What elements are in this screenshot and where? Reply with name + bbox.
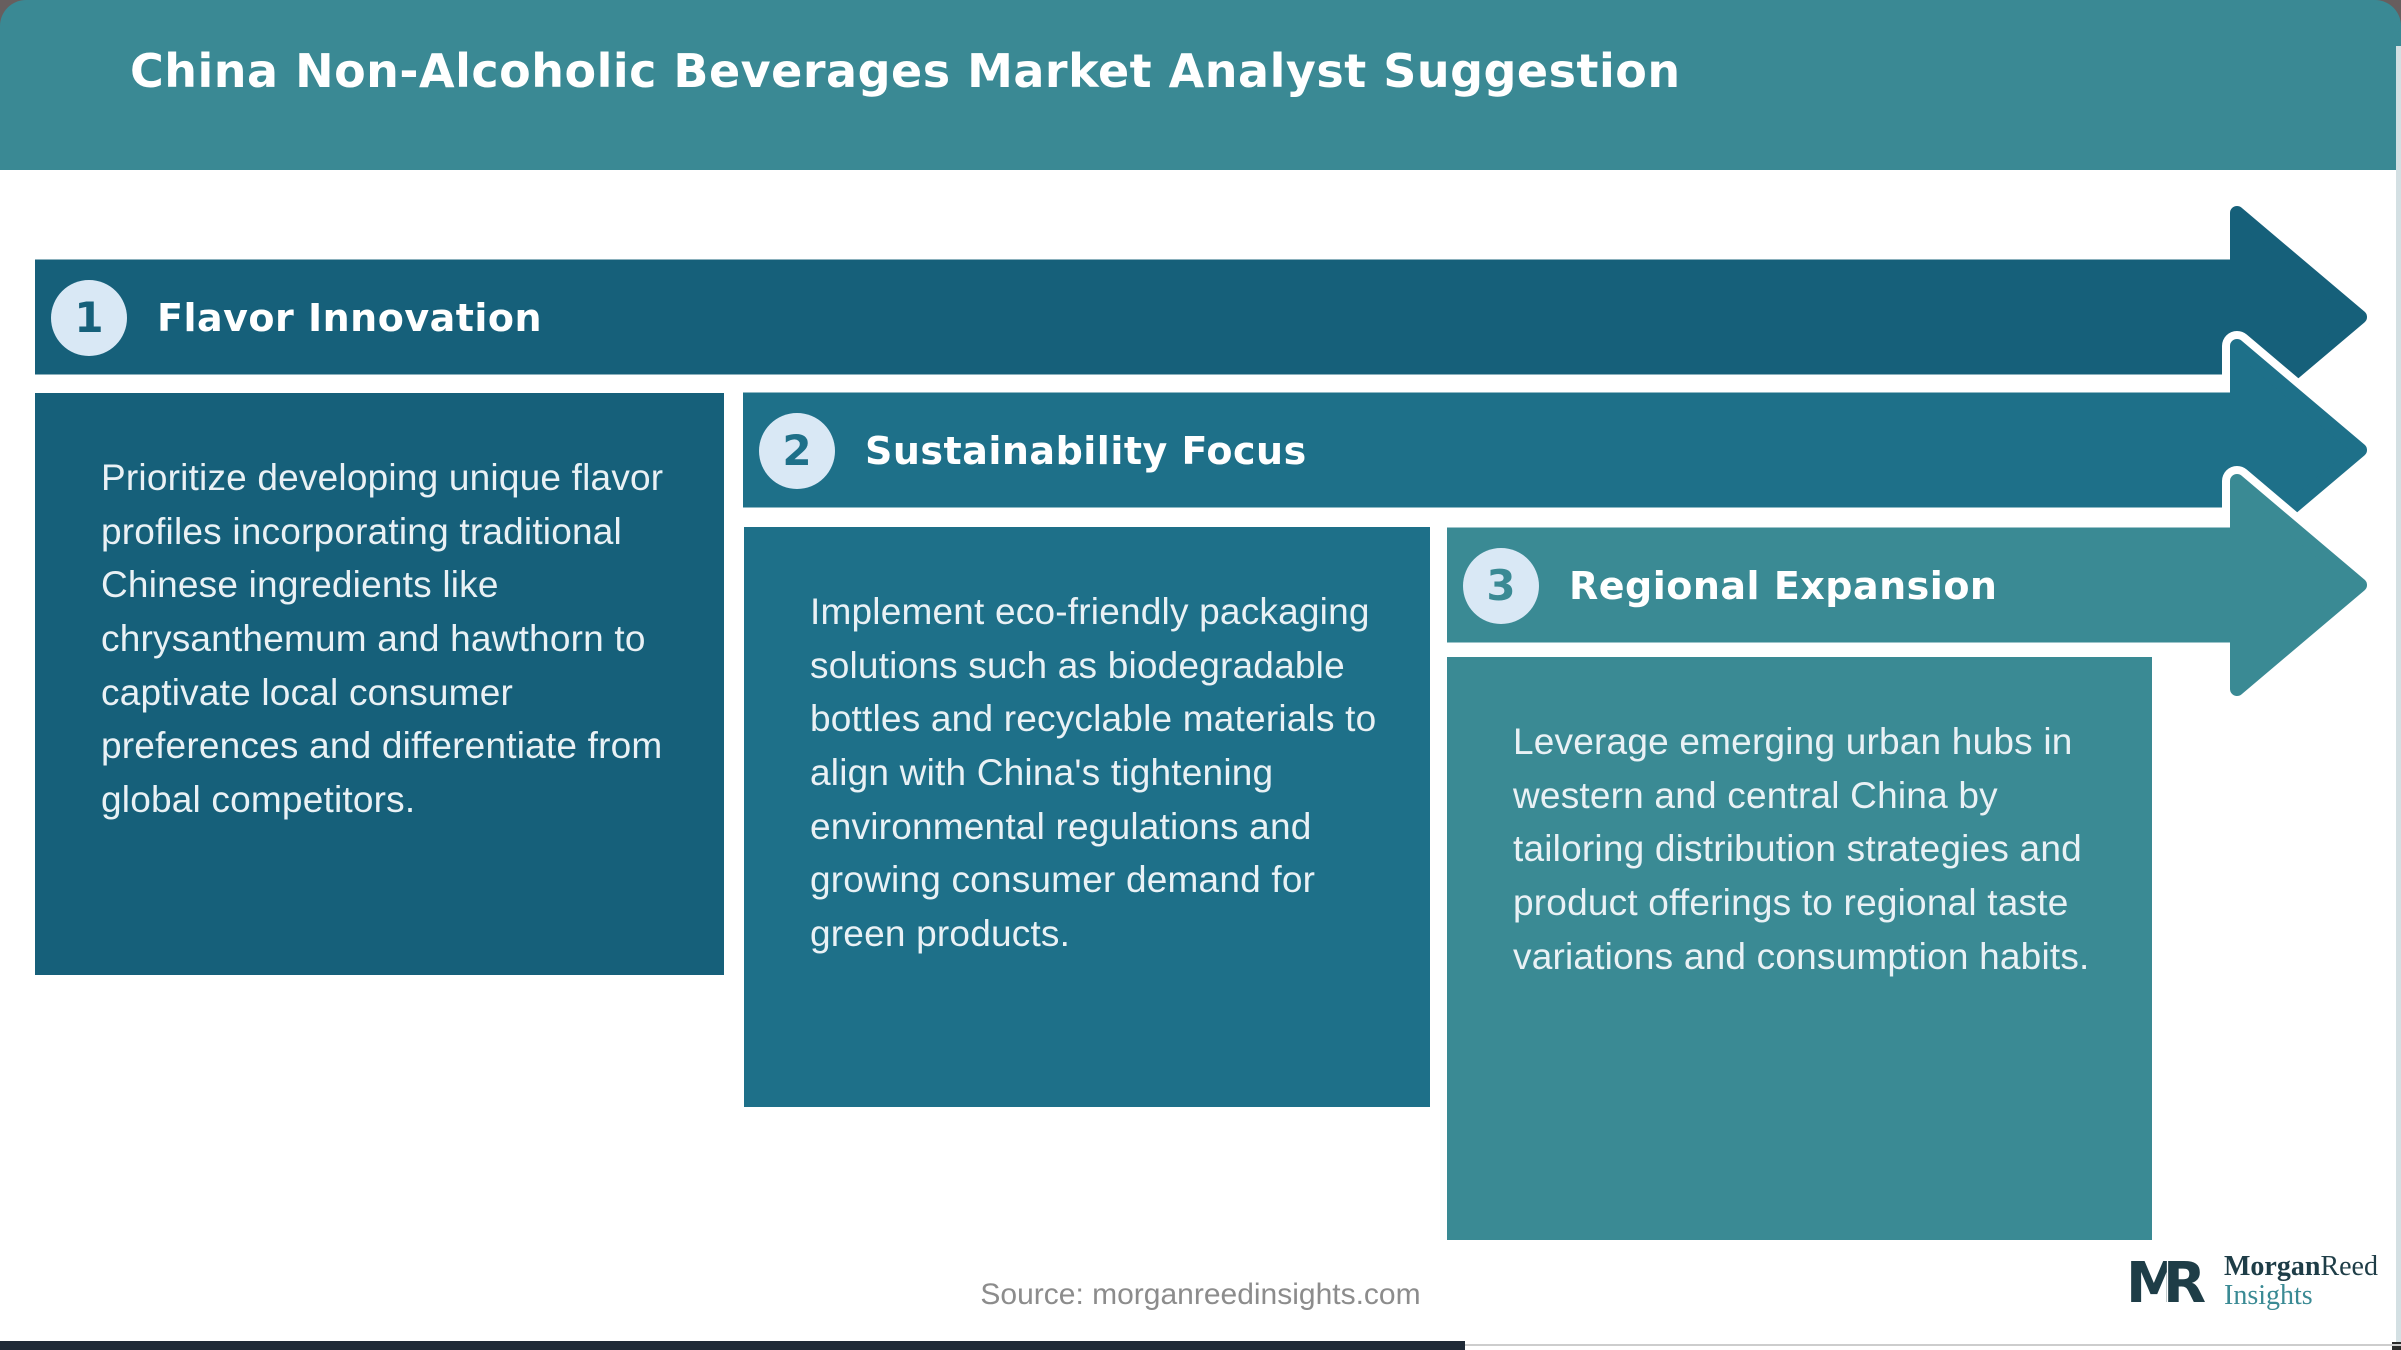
source-attribution: Source: morganreedinsights.com [980, 1278, 1421, 1311]
morganreed-monogram-icon: M R [2126, 1252, 2207, 1310]
step-banner-3: 3 Regional Expansion [1447, 528, 2245, 643]
step-number-badge: 2 [759, 412, 835, 489]
step-number-badge: 3 [1463, 547, 1539, 624]
step-title: Sustainability Focus [865, 428, 1307, 473]
page-title: China Non-Alcoholic Beverages Market Ana… [130, 44, 1681, 98]
brand-logo: M R MorganReed Insights [2126, 1252, 2378, 1311]
step-banner-2: 2 Sustainability Focus [743, 393, 2245, 508]
step-description-box-1: Prioritize developing unique flavor prof… [35, 393, 724, 975]
page-corner-backdrop [2392, 1342, 2401, 1350]
svg-text:M: M [2126, 1252, 2182, 1310]
step-title: Regional Expansion [1569, 563, 1998, 608]
brand-name: MorganReed [2224, 1251, 2378, 1282]
brand-tagline: Insights [2224, 1280, 2313, 1312]
brand-logo-text: MorganReed Insights [2224, 1252, 2378, 1311]
svg-text:R: R [2163, 1252, 2206, 1310]
step-description-box-2: Implement eco-friendly packaging solutio… [744, 527, 1430, 1107]
card-right-edge [2396, 46, 2401, 1342]
step-description-box-3: Leverage emerging urban hubs in western … [1447, 657, 2152, 1240]
arrow-banner-1-shape [35, 198, 2375, 436]
step-banner-1: 1 Flavor Innovation [35, 260, 2245, 375]
step-title: Flavor Innovation [157, 295, 543, 340]
arrow-banner-3-shape [1447, 466, 2375, 704]
bottom-accent-bar [0, 1341, 1465, 1350]
step-number-badge: 1 [51, 279, 127, 356]
header: China Non-Alcoholic Beverages Market Ana… [0, 0, 2401, 170]
